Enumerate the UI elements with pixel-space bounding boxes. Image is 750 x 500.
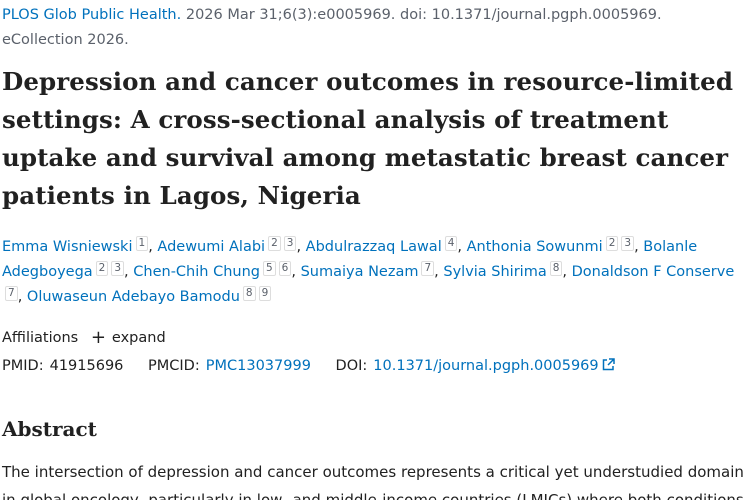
affiliation-ref[interactable]: 4 [444, 236, 458, 251]
expand-button[interactable]: expand [91, 330, 166, 346]
affiliation-ref[interactable]: 3 [283, 236, 297, 251]
author: Abdulrazzaq Lawal 4 [305, 236, 462, 255]
affiliation-ref[interactable]: 7 [421, 261, 435, 276]
affiliation-ref[interactable]: 8 [242, 286, 256, 301]
author-name[interactable]: Abdulrazzaq Lawal [305, 239, 442, 255]
affiliation-ref[interactable]: 1 [135, 236, 149, 251]
pmid-label: PMID: [2, 358, 44, 374]
pmid: 41915696 [49, 358, 124, 374]
author-name[interactable]: Sylvia Shirima [443, 264, 547, 280]
affiliation-ref[interactable]: 2 [268, 236, 281, 251]
affiliation-ref[interactable]: 8 [549, 261, 563, 276]
affiliation-ref[interactable]: 3 [111, 261, 125, 276]
author-name[interactable]: Oluwaseun Adebayo Bamodu [26, 289, 240, 305]
author: Chen-Chih Chung 5 6 [133, 261, 296, 280]
pmcid-link[interactable]: PMC13037999 [205, 358, 311, 374]
affiliation-ref[interactable]: 6 [278, 261, 292, 276]
author-name[interactable]: Bolanle Adegboyega [2, 239, 698, 280]
article-title: Depression and cancer outcomes in resour… [2, 67, 734, 210]
doi-link[interactable]: 10.1371/journal.pgph.0005969 [373, 358, 599, 374]
author: Sumaiya Nezam 7 [300, 261, 439, 280]
abstract-heading: Abstract [2, 417, 97, 441]
affiliation-ref[interactable]: 5 [262, 261, 276, 276]
external-link-icon[interactable] [602, 358, 615, 371]
author: Emma Wisniewski 1 [2, 236, 153, 255]
affiliation-ref[interactable]: 2 [95, 261, 109, 276]
author-name[interactable]: Anthonia Sowunmi [466, 239, 603, 255]
abstract-text: The intersection of depression and cance… [2, 463, 744, 500]
affiliations-row: Affiliations expand [2, 326, 746, 350]
author: Oluwaseun Adebayo Bamodu 8 9 [26, 286, 272, 305]
doi-label: DOI: [335, 358, 368, 374]
affiliations-label: Affiliations [2, 330, 79, 346]
citation: PLOS Glob Public Health. 2026 Mar 31;6(3… [2, 3, 746, 53]
author: Sylvia Shirima 8 [443, 261, 567, 280]
pmcid-label: PMCID: [148, 358, 200, 374]
identifiers: PMID: 41915696 PMCID: PMC13037999 DOI: 10.1… [2, 354, 746, 378]
author: Anthonia Sowunmi 2 3 [466, 236, 639, 255]
affiliation-ref[interactable]: 3 [621, 236, 635, 251]
affiliation-ref[interactable]: 7 [5, 286, 18, 301]
citation-details: 2026 Mar 31;6(3):e0005969. doi: 10.1371/… [2, 7, 662, 48]
affiliation-ref[interactable]: 9 [258, 286, 272, 301]
author-name[interactable]: Emma Wisniewski [2, 239, 133, 255]
author: Adewumi Alabi 2 3 [157, 236, 301, 255]
author-name[interactable]: Sumaiya Nezam [300, 264, 419, 280]
journal-link[interactable]: PLOS Glob Public Health. [2, 7, 182, 23]
author-name[interactable]: Chen-Chih Chung [133, 264, 260, 280]
affiliation-ref[interactable]: 2 [605, 236, 619, 251]
author-name[interactable]: Adewumi Alabi [157, 239, 266, 255]
author-name[interactable]: Donaldson F Conserve [571, 264, 735, 280]
